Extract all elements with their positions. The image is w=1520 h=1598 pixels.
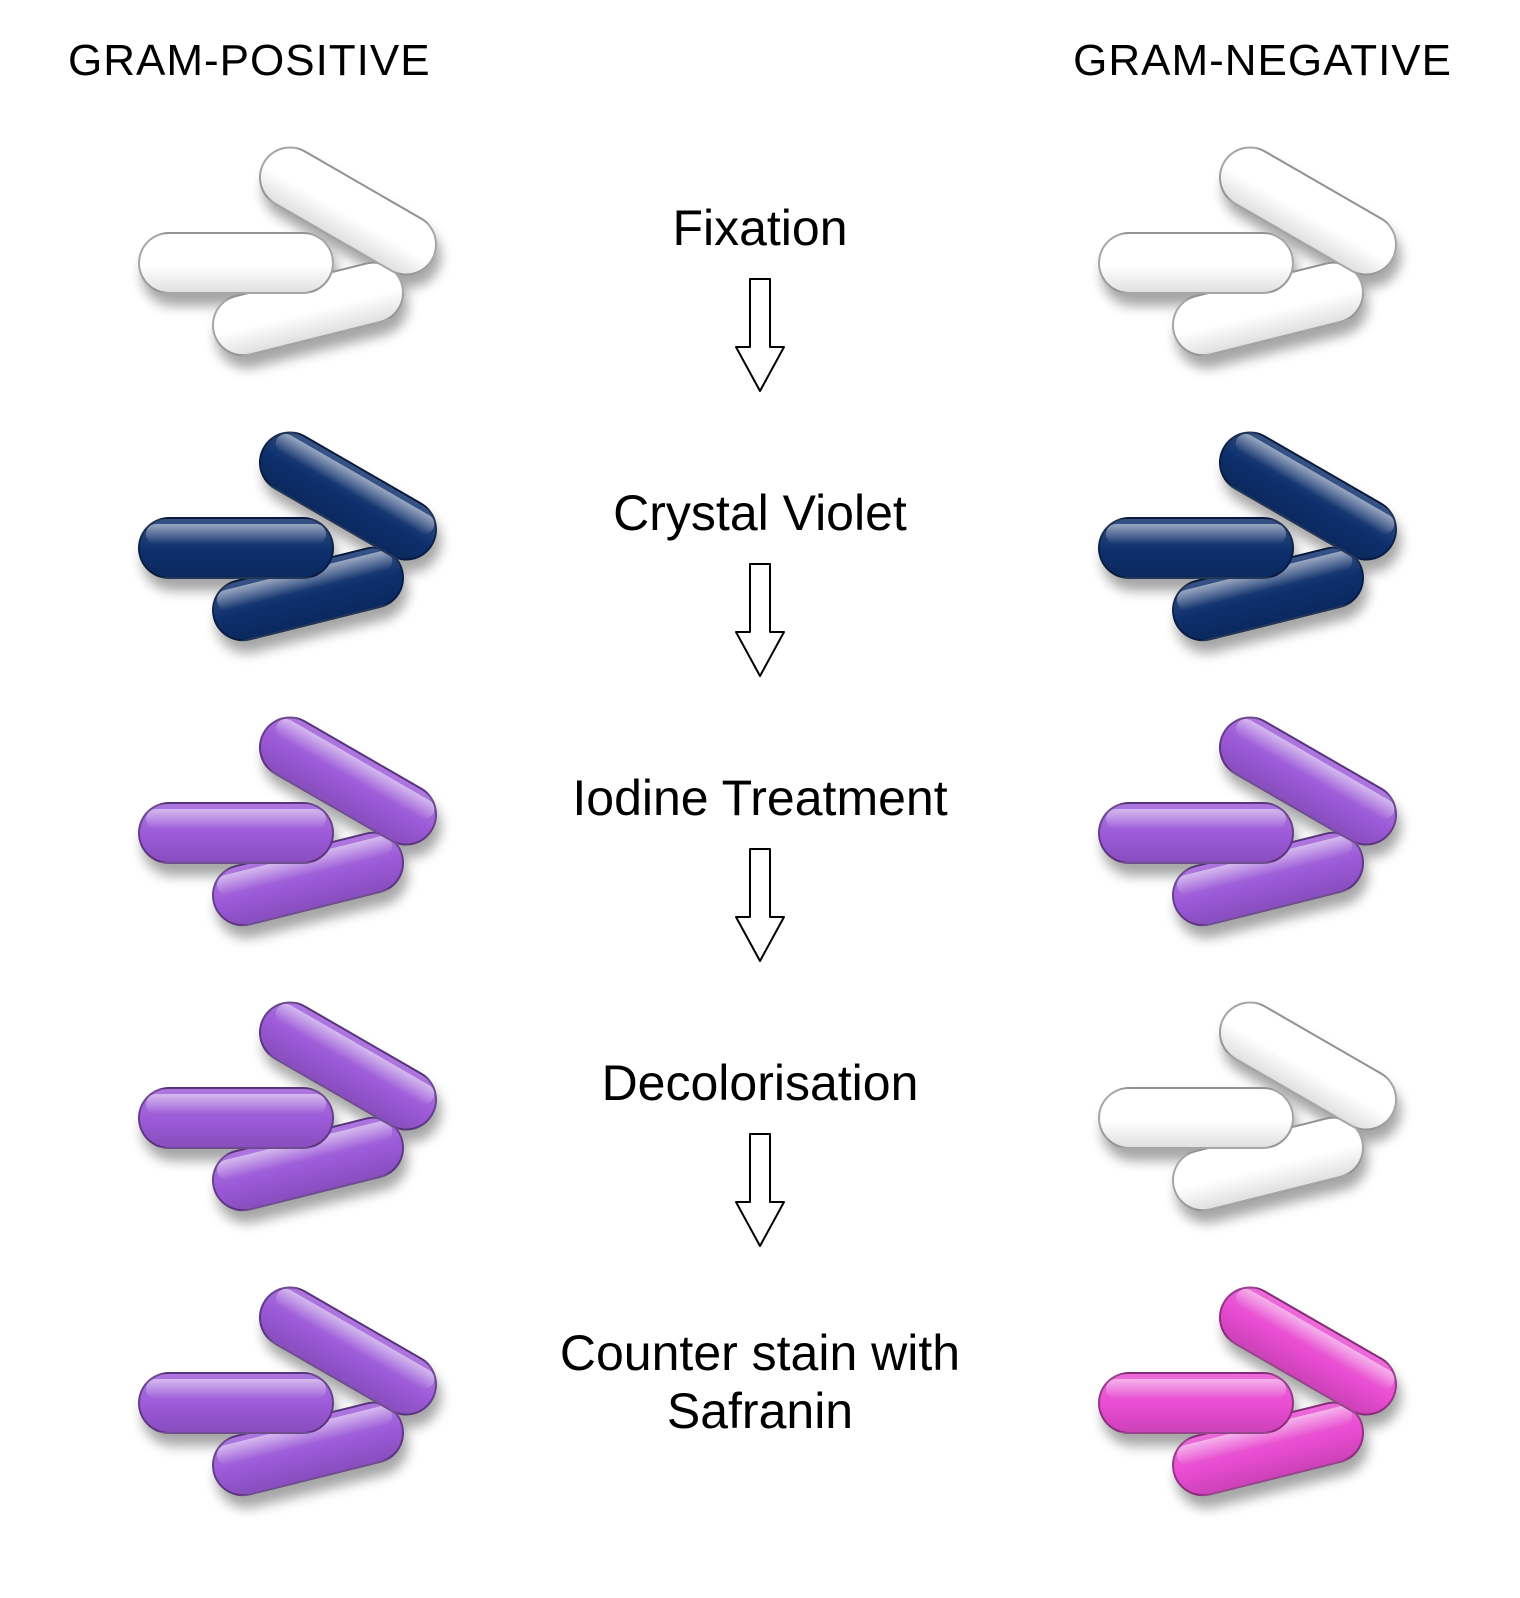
bacterium-icon — [138, 1372, 334, 1434]
bacterium-icon — [1098, 1087, 1294, 1149]
arrow-down-icon — [732, 560, 788, 680]
bacterium-icon — [1098, 802, 1294, 864]
bacterium-icon — [138, 1087, 334, 1149]
bacterium-icon — [138, 517, 334, 579]
bacterium-icon — [1098, 517, 1294, 579]
arrow-down-icon — [732, 1130, 788, 1250]
arrow-down-icon — [732, 845, 788, 965]
bacterium-icon — [1098, 232, 1294, 294]
arrow-down-icon — [732, 275, 788, 395]
gram-negative-header: GRAM-NEGATIVE — [1073, 36, 1452, 86]
bacterium-icon — [1098, 1372, 1294, 1434]
bacterium-icon — [138, 802, 334, 864]
bacterium-icon — [138, 232, 334, 294]
gram-positive-header: GRAM-POSITIVE — [68, 36, 431, 86]
